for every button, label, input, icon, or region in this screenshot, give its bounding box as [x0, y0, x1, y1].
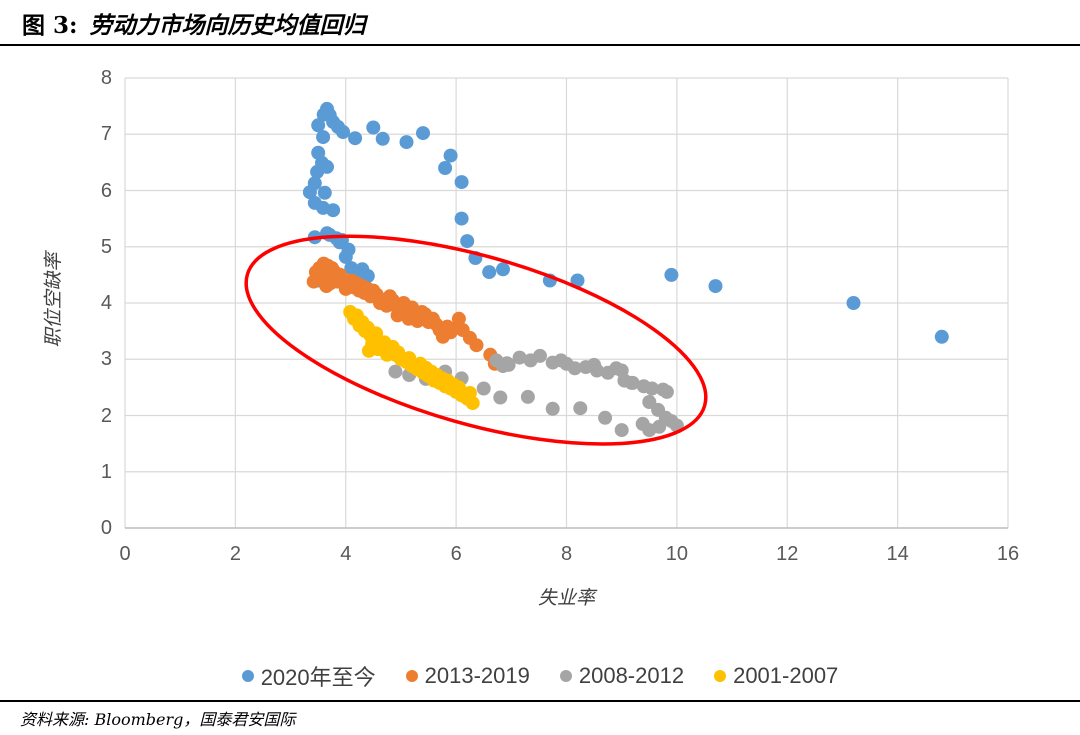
series-points-2020-to-now [302, 101, 949, 344]
x-tick-label: 14 [886, 543, 909, 565]
scatter-plot [124, 77, 1009, 529]
legend-label: 2001-2007 [733, 663, 839, 688]
y-tick-label: 3 [100, 348, 112, 371]
legend-marker-icon [559, 670, 572, 682]
legend-marker-icon [405, 670, 418, 682]
y-tick-label: 6 [100, 179, 112, 202]
figure-number: 图 3: [22, 12, 78, 39]
gridlines [124, 77, 1009, 529]
y-tick-label: 5 [100, 235, 112, 258]
series-points-2001-2007 [343, 305, 480, 411]
highlight-ellipse-annotation [244, 234, 708, 446]
y-tick-label: 7 [100, 123, 112, 146]
legend-label: 2013-2019 [424, 663, 530, 688]
x-tick-label: 10 [665, 543, 688, 565]
source-note: 资料来源: Bloomberg，国泰君安国际 [20, 710, 296, 729]
legend-label: 2020年至今 [260, 665, 376, 690]
x-axis-title: 失业率 [537, 587, 595, 609]
y-tick-label: 1 [100, 460, 112, 483]
x-tick-label: 4 [340, 543, 352, 565]
y-tick-label: 2 [100, 404, 112, 427]
legend-item-2020-to-now[interactable]: 2020年至今 [241, 660, 376, 692]
x-tick-label: 8 [560, 543, 573, 565]
legend-marker-icon [714, 670, 727, 682]
legend-item-2008-2012[interactable]: 2008-2012 [559, 663, 685, 689]
x-tick-label: 6 [450, 543, 462, 565]
footer-divider-line [0, 700, 1080, 702]
x-tick-label: 16 [996, 543, 1020, 565]
x-tick-label: 2 [229, 543, 241, 565]
y-tick-label: 8 [100, 67, 112, 89]
y-tick-label: 0 [100, 517, 112, 539]
series-points-2008-2012 [388, 348, 684, 438]
plot-area [124, 77, 1009, 529]
x-tick-label: 12 [776, 543, 799, 565]
chart-legend: 2020年至今 2013-2019 2008-2012 2001-2007 [0, 661, 1080, 691]
legend-marker-icon [241, 670, 254, 682]
x-tick-label: 0 [119, 543, 131, 565]
figure-title: 图 3: 劳动力市场向历史均值回归 [22, 6, 366, 40]
series-points-2013-2019 [306, 256, 502, 371]
legend-item-2001-2007[interactable]: 2001-2007 [714, 663, 838, 689]
legend-item-2013-2019[interactable]: 2013-2019 [405, 663, 530, 689]
title-divider-line [0, 44, 1080, 46]
y-tick-label: 4 [100, 292, 112, 314]
y-axis-title: 职位空缺率 [42, 252, 65, 348]
legend-label: 2008-2012 [578, 663, 685, 688]
figure-title-text: 劳动力市场向历史均值回归 [89, 12, 366, 39]
